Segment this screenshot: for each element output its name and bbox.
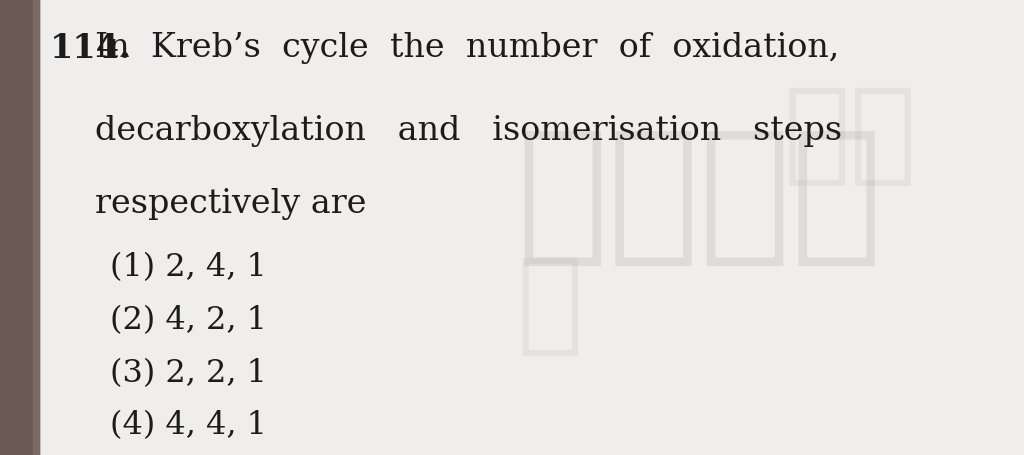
Text: श्री: श्री bbox=[517, 121, 884, 270]
Text: 114.: 114. bbox=[50, 31, 132, 64]
Text: री: री bbox=[783, 82, 916, 189]
Text: In  Kreb’s  cycle  the  number  of  oxidation,: In Kreb’s cycle the number of oxidation, bbox=[95, 32, 840, 64]
Text: (3) 2, 2, 1: (3) 2, 2, 1 bbox=[110, 358, 267, 389]
Bar bbox=[33, 0, 39, 455]
Text: respectively are: respectively are bbox=[95, 187, 367, 219]
Text: (1) 2, 4, 1: (1) 2, 4, 1 bbox=[110, 252, 266, 283]
Bar bbox=[0, 0, 39, 455]
Text: decarboxylation   and   isomerisation   steps: decarboxylation and isomerisation steps bbox=[95, 115, 842, 147]
Text: (4) 4, 4, 1: (4) 4, 4, 1 bbox=[110, 410, 267, 440]
Text: श: श bbox=[517, 252, 584, 359]
Text: (2) 4, 2, 1: (2) 4, 2, 1 bbox=[110, 305, 267, 336]
